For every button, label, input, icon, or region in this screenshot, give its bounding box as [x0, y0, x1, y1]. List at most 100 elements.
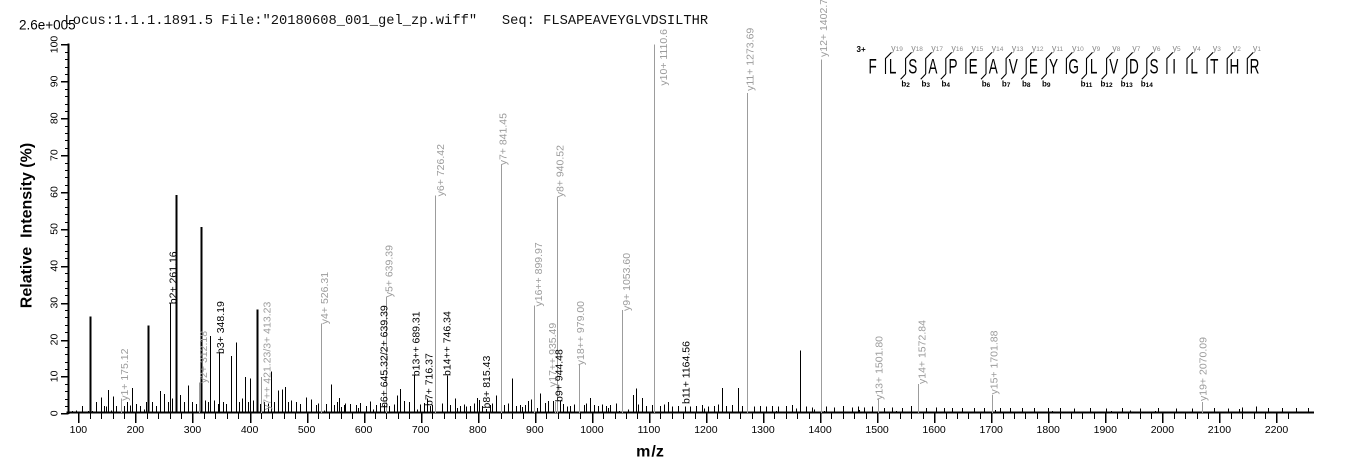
svg-text:y18: y18 — [911, 43, 923, 53]
svg-text:T: T — [1210, 54, 1218, 78]
svg-text:b7: b7 — [1002, 79, 1011, 89]
svg-text:y5: y5 — [1173, 43, 1182, 53]
svg-text:80: 80 — [49, 112, 61, 124]
svg-text:300: 300 — [184, 424, 202, 436]
svg-text:b6+ 645.32/2+ 639.39: b6+ 645.32/2+ 639.39 — [379, 305, 391, 408]
svg-text:60: 60 — [49, 186, 61, 198]
svg-text:Y: Y — [1049, 54, 1058, 78]
svg-text:y4: y4 — [1193, 43, 1202, 53]
svg-text:1600: 1600 — [922, 424, 946, 436]
svg-text:y7+ 841.45: y7+ 841.45 — [497, 113, 509, 165]
svg-text:b9+ 944.48: b9+ 944.48 — [553, 349, 565, 402]
svg-text:y17: y17 — [931, 43, 943, 53]
svg-text:700: 700 — [412, 424, 430, 436]
svg-text:y16: y16 — [951, 43, 963, 53]
svg-text:S: S — [908, 54, 917, 78]
svg-text:1200: 1200 — [694, 424, 718, 436]
svg-text:1300: 1300 — [751, 424, 775, 436]
svg-text:P: P — [948, 54, 957, 78]
svg-text:b11: b11 — [1081, 79, 1093, 89]
svg-text:y3: y3 — [1213, 43, 1222, 53]
svg-text:100: 100 — [70, 424, 88, 436]
svg-text:20: 20 — [49, 334, 61, 346]
svg-text:y15+ 1701.88: y15+ 1701.88 — [988, 330, 1000, 394]
svg-text:I: I — [1172, 54, 1176, 78]
svg-text:30: 30 — [49, 297, 61, 309]
svg-text:y2: y2 — [1233, 43, 1242, 53]
svg-text:b7+ 716.37: b7+ 716.37 — [424, 353, 436, 406]
svg-text:S: S — [1149, 54, 1158, 78]
svg-text:V: V — [1009, 54, 1018, 78]
svg-text:Locus:1.1.1.1891.5 File:"20180: Locus:1.1.1.1891.5 File:"20180608_001_ge… — [65, 13, 709, 29]
svg-text:3+: 3+ — [857, 45, 866, 54]
svg-text:b12: b12 — [1101, 79, 1114, 89]
svg-text:E: E — [969, 54, 978, 78]
svg-text:y9+ 1053.60: y9+ 1053.60 — [621, 253, 633, 311]
svg-text:b11+ 1164.56: b11+ 1164.56 — [681, 341, 693, 404]
svg-text:y8: y8 — [1112, 43, 1121, 53]
svg-text:y13: y13 — [1012, 43, 1024, 53]
svg-text:70: 70 — [49, 149, 61, 161]
svg-text:L: L — [889, 54, 897, 78]
svg-text:b13++ 689.31: b13++ 689.31 — [411, 311, 423, 376]
svg-text:y2+ 312.18: y2+ 312.18 — [198, 331, 210, 383]
svg-text:50: 50 — [49, 223, 61, 235]
svg-text:400: 400 — [241, 424, 259, 436]
svg-text:y18++ 979.00: y18++ 979.00 — [575, 301, 587, 365]
svg-text:1100: 1100 — [638, 424, 661, 436]
svg-text:y1: y1 — [1253, 43, 1262, 53]
svg-text:1500: 1500 — [865, 424, 889, 436]
svg-text:2.6e+005: 2.6e+005 — [19, 18, 76, 33]
svg-text:b14: b14 — [1141, 79, 1154, 89]
svg-text:y11: y11 — [1052, 43, 1064, 53]
svg-text:m/z: m/z — [636, 444, 664, 461]
svg-text:y16++ 899.97: y16++ 899.97 — [533, 242, 545, 306]
svg-text:y6: y6 — [1152, 43, 1161, 53]
svg-text:b6: b6 — [982, 79, 991, 89]
svg-text:b14++ 746.34: b14++ 746.34 — [441, 311, 453, 376]
svg-text:200: 200 — [127, 424, 145, 436]
svg-text:90: 90 — [49, 75, 61, 87]
svg-text:800: 800 — [469, 424, 487, 436]
svg-text:b2: b2 — [901, 79, 910, 89]
svg-text:y5+ 639.39: y5+ 639.39 — [384, 245, 396, 297]
svg-text:y10: y10 — [1072, 43, 1084, 53]
svg-text:b3: b3 — [921, 79, 930, 89]
svg-text:2000: 2000 — [1151, 424, 1175, 436]
svg-text:1700: 1700 — [980, 424, 1004, 436]
svg-text:b2+ 261.16: b2+ 261.16 — [168, 251, 180, 304]
svg-text:y7: y7 — [1132, 43, 1141, 53]
svg-text:b4: b4 — [942, 79, 951, 89]
svg-text:600: 600 — [355, 424, 373, 436]
svg-text:y4+ 526.31: y4+ 526.31 — [319, 272, 331, 324]
svg-text:b8+ 815.43: b8+ 815.43 — [481, 355, 493, 408]
svg-text:y12+ 1402.71: y12+ 1402.71 — [818, 0, 830, 57]
svg-text:1000: 1000 — [580, 424, 604, 436]
svg-text:y10+ 1110.6: y10+ 1110.6 — [658, 29, 670, 86]
svg-text:2200: 2200 — [1265, 424, 1289, 436]
svg-text:R: R — [1250, 54, 1260, 78]
svg-text:y12: y12 — [1032, 43, 1044, 53]
svg-text:b8: b8 — [1022, 79, 1031, 89]
svg-text:1400: 1400 — [808, 424, 832, 436]
svg-text:y11+ 1273.69: y11+ 1273.69 — [744, 28, 756, 91]
svg-text:y14+ 1572.84: y14+ 1572.84 — [917, 320, 929, 384]
svg-text:2100: 2100 — [1208, 424, 1232, 436]
svg-text:1800: 1800 — [1037, 424, 1061, 436]
svg-text:y13+ 1501.80: y13+ 1501.80 — [874, 336, 886, 400]
svg-text:Relative Intensity (%): Relative Intensity (%) — [19, 143, 36, 308]
svg-text:F: F — [868, 54, 876, 78]
svg-text:L: L — [1190, 54, 1198, 78]
svg-text:b9: b9 — [1042, 79, 1051, 89]
svg-text:y8+ 940.52: y8+ 940.52 — [555, 145, 567, 197]
svg-text:y15: y15 — [972, 43, 984, 53]
svg-text:A: A — [928, 54, 937, 78]
svg-text:b3+ 348.19: b3+ 348.19 — [215, 301, 227, 354]
svg-text:y14: y14 — [992, 43, 1004, 53]
svg-text:L: L — [1090, 54, 1098, 78]
svg-text:E: E — [1029, 54, 1038, 78]
svg-text:V: V — [1109, 54, 1118, 78]
svg-text:40: 40 — [49, 260, 61, 272]
svg-text:1900: 1900 — [1094, 424, 1118, 436]
svg-text:H: H — [1230, 54, 1240, 78]
